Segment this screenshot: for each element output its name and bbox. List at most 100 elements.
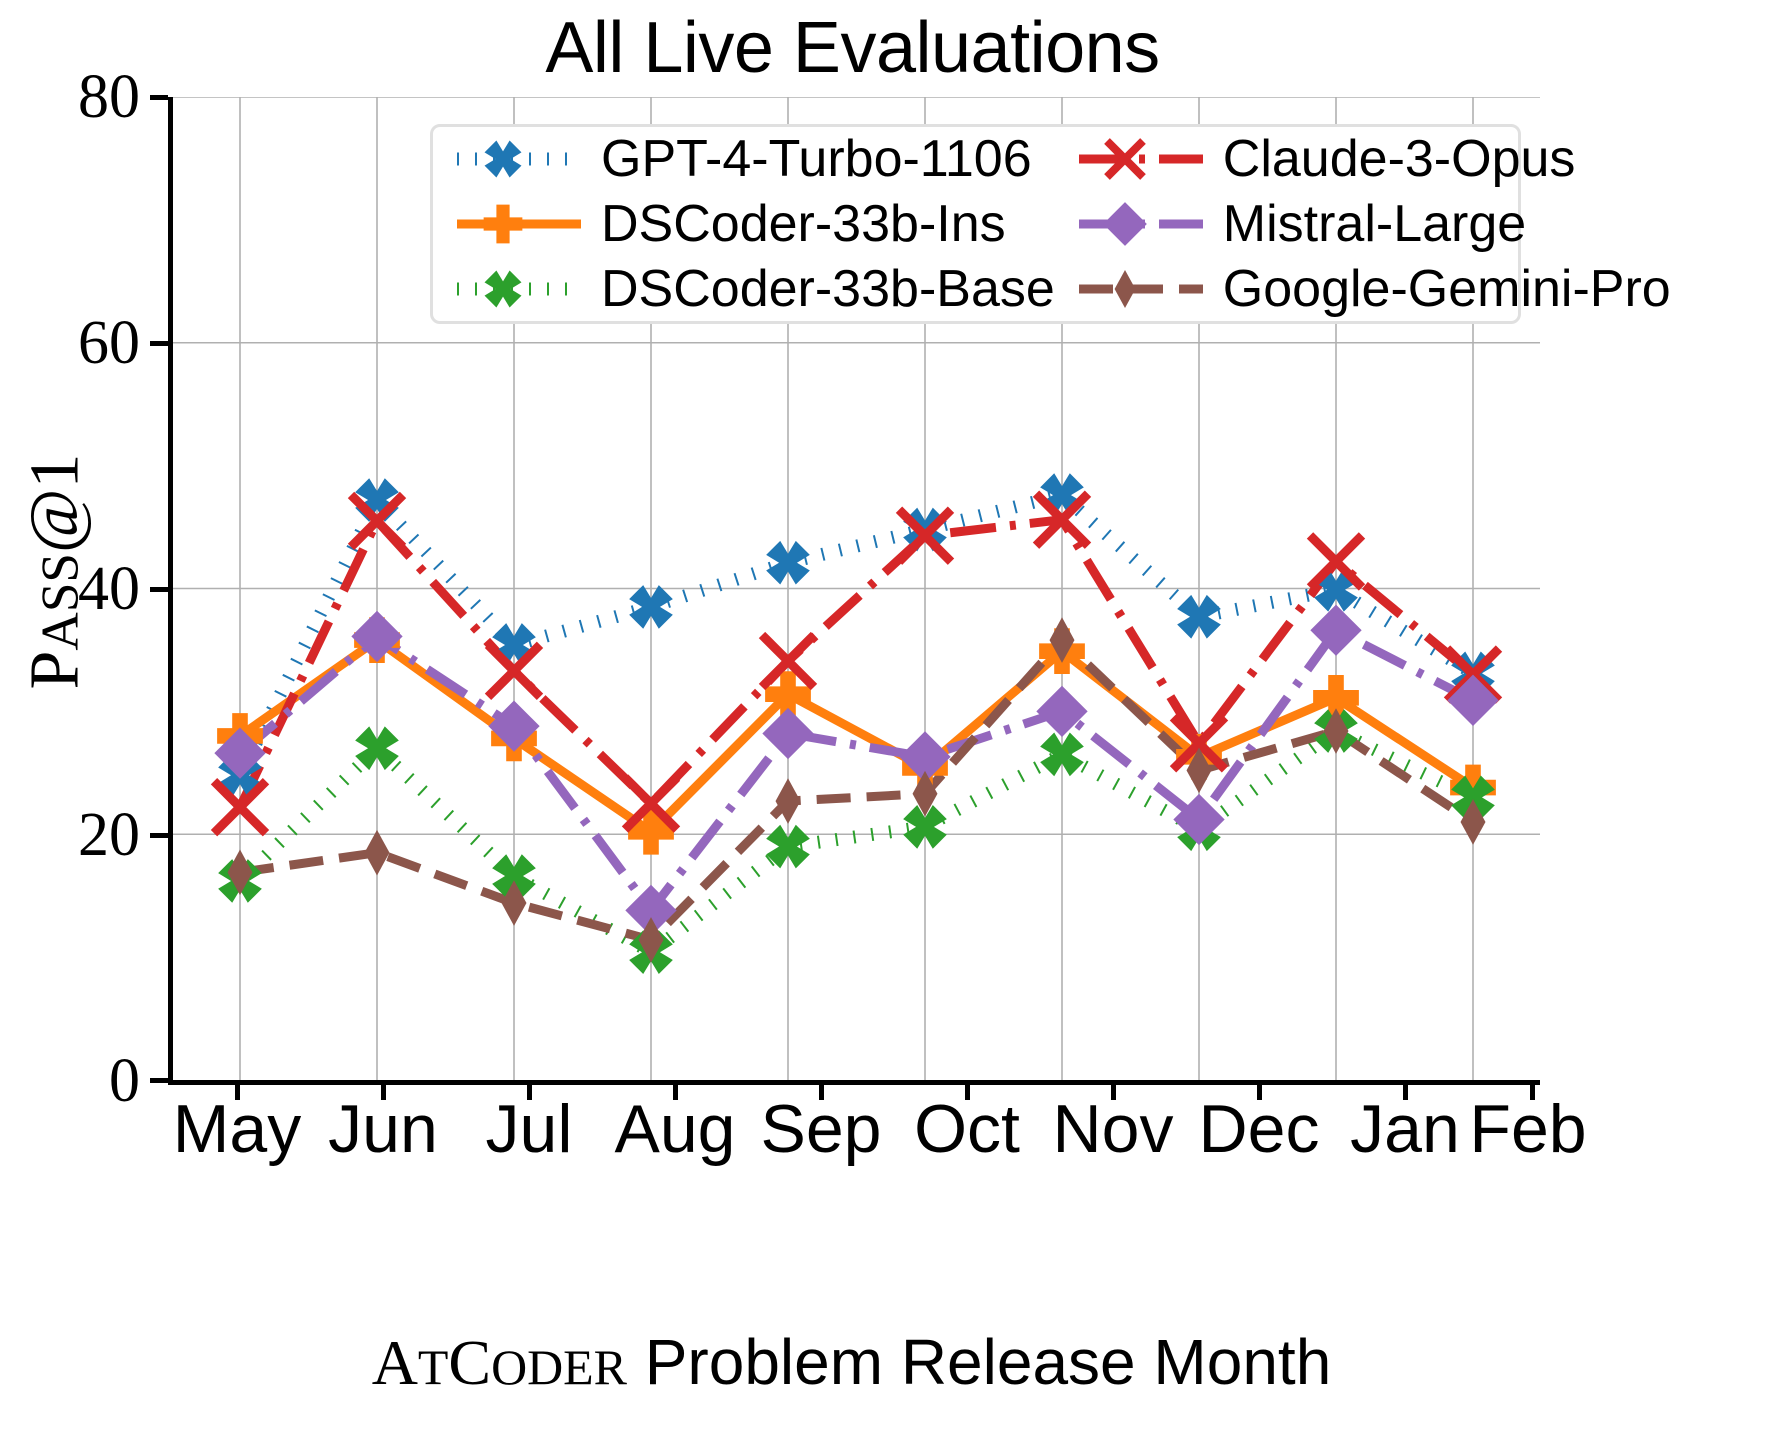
legend-item[interactable]: DSCoder-33b-Ins: [433, 192, 1055, 257]
marker-diamond-icon: [1077, 196, 1205, 252]
data-point-marker: [1186, 747, 1212, 794]
ytick-label-20: 20: [78, 801, 140, 869]
data-point-marker: [766, 540, 810, 585]
ytick-label-0: 0: [109, 1047, 140, 1115]
page-title: All Live Evaluations: [545, 8, 1160, 88]
x-axis-title-atcoder: ATCODER: [372, 1327, 627, 1398]
ytick-label-60: 60: [78, 309, 140, 377]
data-point-marker: [903, 805, 947, 849]
x-axis-title-oder: ODER: [491, 1340, 627, 1395]
legend-label: DSCoder-33b-Base: [601, 259, 1055, 318]
data-point-marker: [1032, 490, 1092, 549]
xtick-label-nov: Nov: [1052, 1091, 1174, 1167]
data-point-marker: [899, 731, 951, 783]
legend-label: DSCoder-33b-Ins: [601, 194, 1006, 253]
data-point-marker: [1450, 764, 1496, 811]
data-point-marker: [758, 631, 818, 691]
data-point-marker: [762, 707, 814, 760]
ytick-mark-60: [150, 341, 168, 346]
x-axis-title-rest: Problem Release Month: [626, 1326, 1332, 1398]
data-point-marker: [1036, 685, 1088, 738]
ytick-label-40: 40: [78, 555, 140, 623]
x-axis-title: ATCODER Problem Release Month: [168, 1326, 1535, 1404]
x-axis-title-a: A: [371, 1327, 418, 1398]
data-point-marker: [1313, 674, 1359, 721]
data-point-marker: [1451, 775, 1495, 820]
data-point-marker: [492, 854, 536, 898]
xtick-label-jun: Jun: [328, 1091, 438, 1167]
data-point-marker: [364, 829, 390, 876]
x-axis-title-c: C: [448, 1327, 492, 1398]
data-point-marker: [1306, 532, 1366, 591]
data-point-marker: [501, 880, 527, 926]
legend-item[interactable]: GPT-4-Turbo-1106: [433, 127, 1055, 192]
data-point-marker: [347, 491, 407, 551]
data-point-marker: [638, 917, 664, 963]
data-point-marker: [1447, 674, 1499, 726]
marker-plus-icon: [455, 196, 583, 252]
xtick-mark-5: [965, 1082, 970, 1100]
data-point-marker: [1049, 617, 1075, 663]
data-point-marker: [1443, 645, 1503, 704]
data-point-marker: [227, 849, 253, 896]
xtick-mark-3: [673, 1082, 678, 1100]
data-point-marker: [1040, 732, 1084, 777]
data-point-marker: [210, 778, 270, 837]
data-point-marker: [629, 585, 673, 629]
data-point-marker: [625, 884, 677, 937]
xtick-label-jul: Jul: [485, 1091, 573, 1167]
ytick-label-80: 80: [78, 63, 140, 131]
xtick-mark-1: [381, 1082, 386, 1100]
xtick-mark-7: [1257, 1082, 1262, 1100]
data-point-marker: [775, 778, 801, 824]
data-point-marker: [766, 824, 810, 869]
data-point-marker: [895, 506, 955, 565]
legend-item[interactable]: DSCoder-33b-Base: [433, 256, 1055, 321]
marker-x-thin-icon: [1077, 131, 1205, 187]
ytick-mark-80: [150, 95, 168, 100]
legend-item[interactable]: Claude-3-Opus: [1055, 127, 1671, 192]
legend-label: Mistral-Large: [1222, 194, 1527, 253]
data-point-marker: [488, 700, 540, 752]
xtick-label-aug: Aug: [614, 1091, 736, 1167]
ytick-mark-0: [150, 1078, 168, 1083]
y-axis-title-ass: ASS: [30, 552, 90, 651]
legend-label: Google-Gemini-Pro: [1222, 259, 1671, 318]
ytick-mark-40: [150, 587, 168, 592]
data-point-marker: [214, 727, 266, 779]
series-markers: [210, 473, 1503, 975]
legend-label: GPT-4-Turbo-1106: [601, 130, 1032, 189]
data-point-marker: [621, 774, 681, 833]
legend-item[interactable]: Mistral-Large: [1055, 192, 1671, 257]
series-line: [237, 624, 1476, 918]
data-point-marker: [1310, 604, 1362, 656]
ytick-mark-20: [150, 833, 168, 838]
y-axis-title: PASS@1: [17, 192, 100, 952]
xtick-mark-4: [819, 1082, 824, 1100]
legend-item[interactable]: Google-Gemini-Pro: [1055, 256, 1671, 321]
xtick-label-feb: Feb: [1469, 1091, 1587, 1167]
xtick-label-may: May: [172, 1091, 302, 1167]
data-point-marker: [1314, 567, 1358, 612]
marker-thin-diamond-icon: [1077, 261, 1205, 317]
data-point-marker: [355, 726, 399, 771]
data-point-marker: [484, 641, 544, 701]
data-point-marker: [1323, 708, 1349, 754]
x-axis-title-t: T: [417, 1340, 449, 1395]
data-point-marker: [1460, 799, 1486, 845]
marker-x-bold-icon: [455, 131, 583, 187]
series-line: [235, 723, 1476, 960]
data-point-marker: [1173, 793, 1225, 846]
data-point-marker: [1177, 594, 1221, 639]
data-point-marker: [628, 808, 674, 855]
series-line: [235, 512, 1476, 810]
data-point-marker: [912, 770, 938, 817]
xtick-mark-6: [1111, 1082, 1116, 1100]
series-line: [237, 634, 1476, 838]
xtick-mark-9: [1530, 1082, 1535, 1100]
data-point-marker: [765, 671, 811, 718]
series-lines: [234, 487, 1477, 960]
data-point-marker: [1169, 714, 1229, 773]
marker-x-bold-icon: [455, 261, 583, 317]
